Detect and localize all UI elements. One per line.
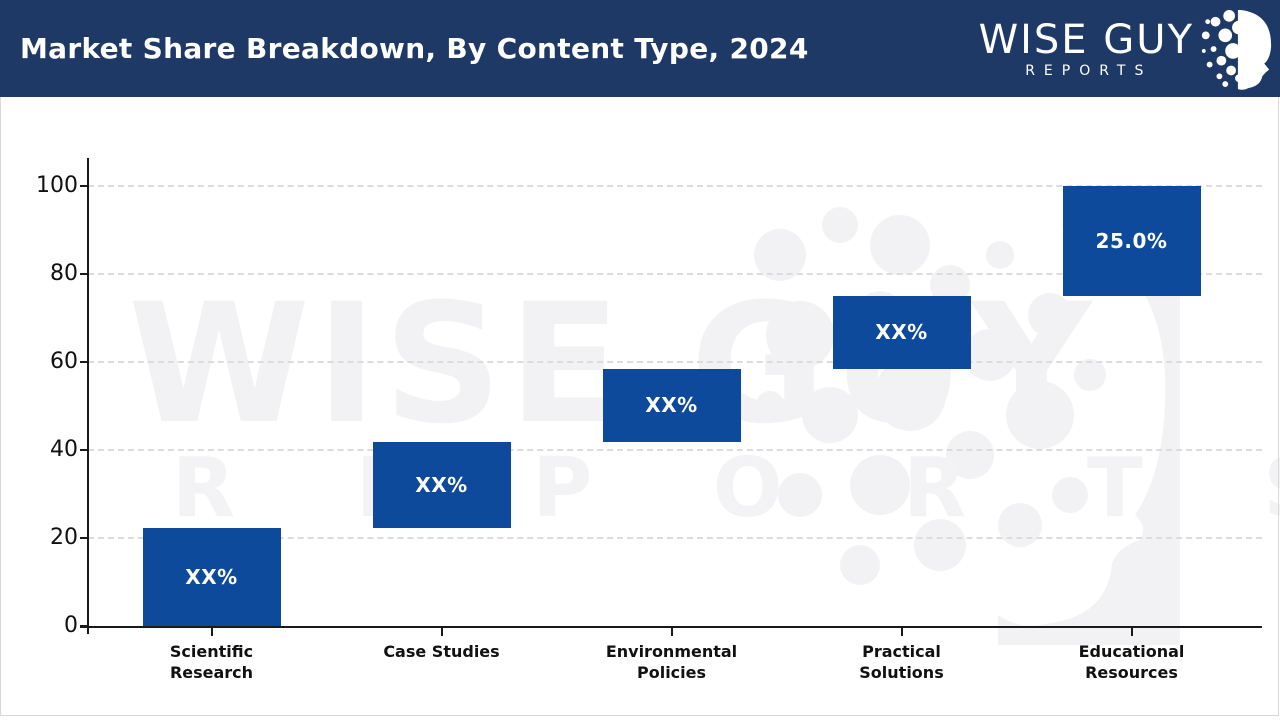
gridline-80 bbox=[88, 273, 1262, 275]
brand-name: WISE GUY bbox=[978, 16, 1194, 63]
category-label: Educational Resources bbox=[1016, 641, 1248, 683]
y-tick-label: 20 bbox=[50, 525, 78, 550]
category-label: Practical Solutions bbox=[786, 641, 1018, 683]
y-tick-mark bbox=[80, 449, 88, 451]
y-tick-label: 80 bbox=[50, 261, 78, 286]
category-label-line: Research bbox=[169, 663, 254, 682]
chart-title: Market Share Breakdown, By Content Type,… bbox=[20, 32, 809, 65]
brand-subname: REPORTS bbox=[1025, 62, 1153, 79]
wiseguy-head-icon bbox=[1201, 10, 1272, 90]
bar-0: XX% bbox=[142, 527, 281, 626]
x-axis-line bbox=[80, 626, 1262, 628]
x-tick-mark bbox=[670, 628, 673, 636]
watermark-line2: R E P O R T S bbox=[172, 441, 1280, 536]
category-label-line: Environmental bbox=[605, 642, 738, 661]
bar-1: XX% bbox=[372, 442, 511, 528]
y-tick-mark bbox=[80, 361, 88, 363]
y-tick-mark bbox=[80, 273, 88, 275]
gridline-40 bbox=[88, 449, 1262, 451]
bar-value-label: XX% bbox=[875, 320, 928, 345]
y-tick-label: 40 bbox=[50, 437, 78, 462]
x-tick-mark bbox=[1130, 628, 1133, 636]
category-label-line: Solutions bbox=[859, 663, 944, 682]
x-tick-mark bbox=[440, 628, 443, 636]
bar-value-label: XX% bbox=[185, 564, 238, 589]
bar-3: XX% bbox=[832, 296, 971, 369]
x-tick-mark bbox=[210, 628, 213, 636]
gridline-100 bbox=[88, 185, 1262, 187]
y-tick-label: 100 bbox=[36, 173, 78, 198]
category-label-line: Practical bbox=[862, 642, 941, 661]
watermark-head-icon bbox=[754, 207, 1180, 645]
header-bar: Market Share Breakdown, By Content Type,… bbox=[0, 0, 1280, 97]
bar-4: 25.0% bbox=[1062, 186, 1201, 296]
brand-logo-text: WISE GUY REPORTS bbox=[979, 20, 1194, 79]
y-tick-mark bbox=[80, 185, 88, 187]
x-tick-mark bbox=[900, 628, 903, 636]
bar-value-label: XX% bbox=[415, 472, 468, 497]
bar-2: XX% bbox=[602, 368, 741, 443]
category-label: Environmental Policies bbox=[556, 641, 788, 683]
y-tick-mark bbox=[80, 537, 88, 539]
category-label-line: Policies bbox=[636, 663, 707, 682]
gridline-20 bbox=[88, 537, 1262, 539]
bar-value-label: 25.0% bbox=[1095, 229, 1168, 253]
brand-logo: WISE GUY REPORTS bbox=[979, 3, 1274, 95]
category-label-line: Educational bbox=[1078, 642, 1185, 661]
y-tick-label: 0 bbox=[64, 613, 78, 638]
gridline-60 bbox=[88, 361, 1262, 363]
bar-value-label: XX% bbox=[645, 393, 698, 418]
y-tick-label: 60 bbox=[50, 349, 78, 374]
category-label: Scientific Research bbox=[96, 641, 328, 683]
category-label: Case Studies bbox=[326, 641, 558, 662]
y-axis-line bbox=[87, 158, 89, 634]
category-label-line: Scientific bbox=[169, 642, 254, 661]
category-label-line: Resources bbox=[1085, 663, 1178, 682]
category-label-line: Case Studies bbox=[383, 642, 500, 661]
